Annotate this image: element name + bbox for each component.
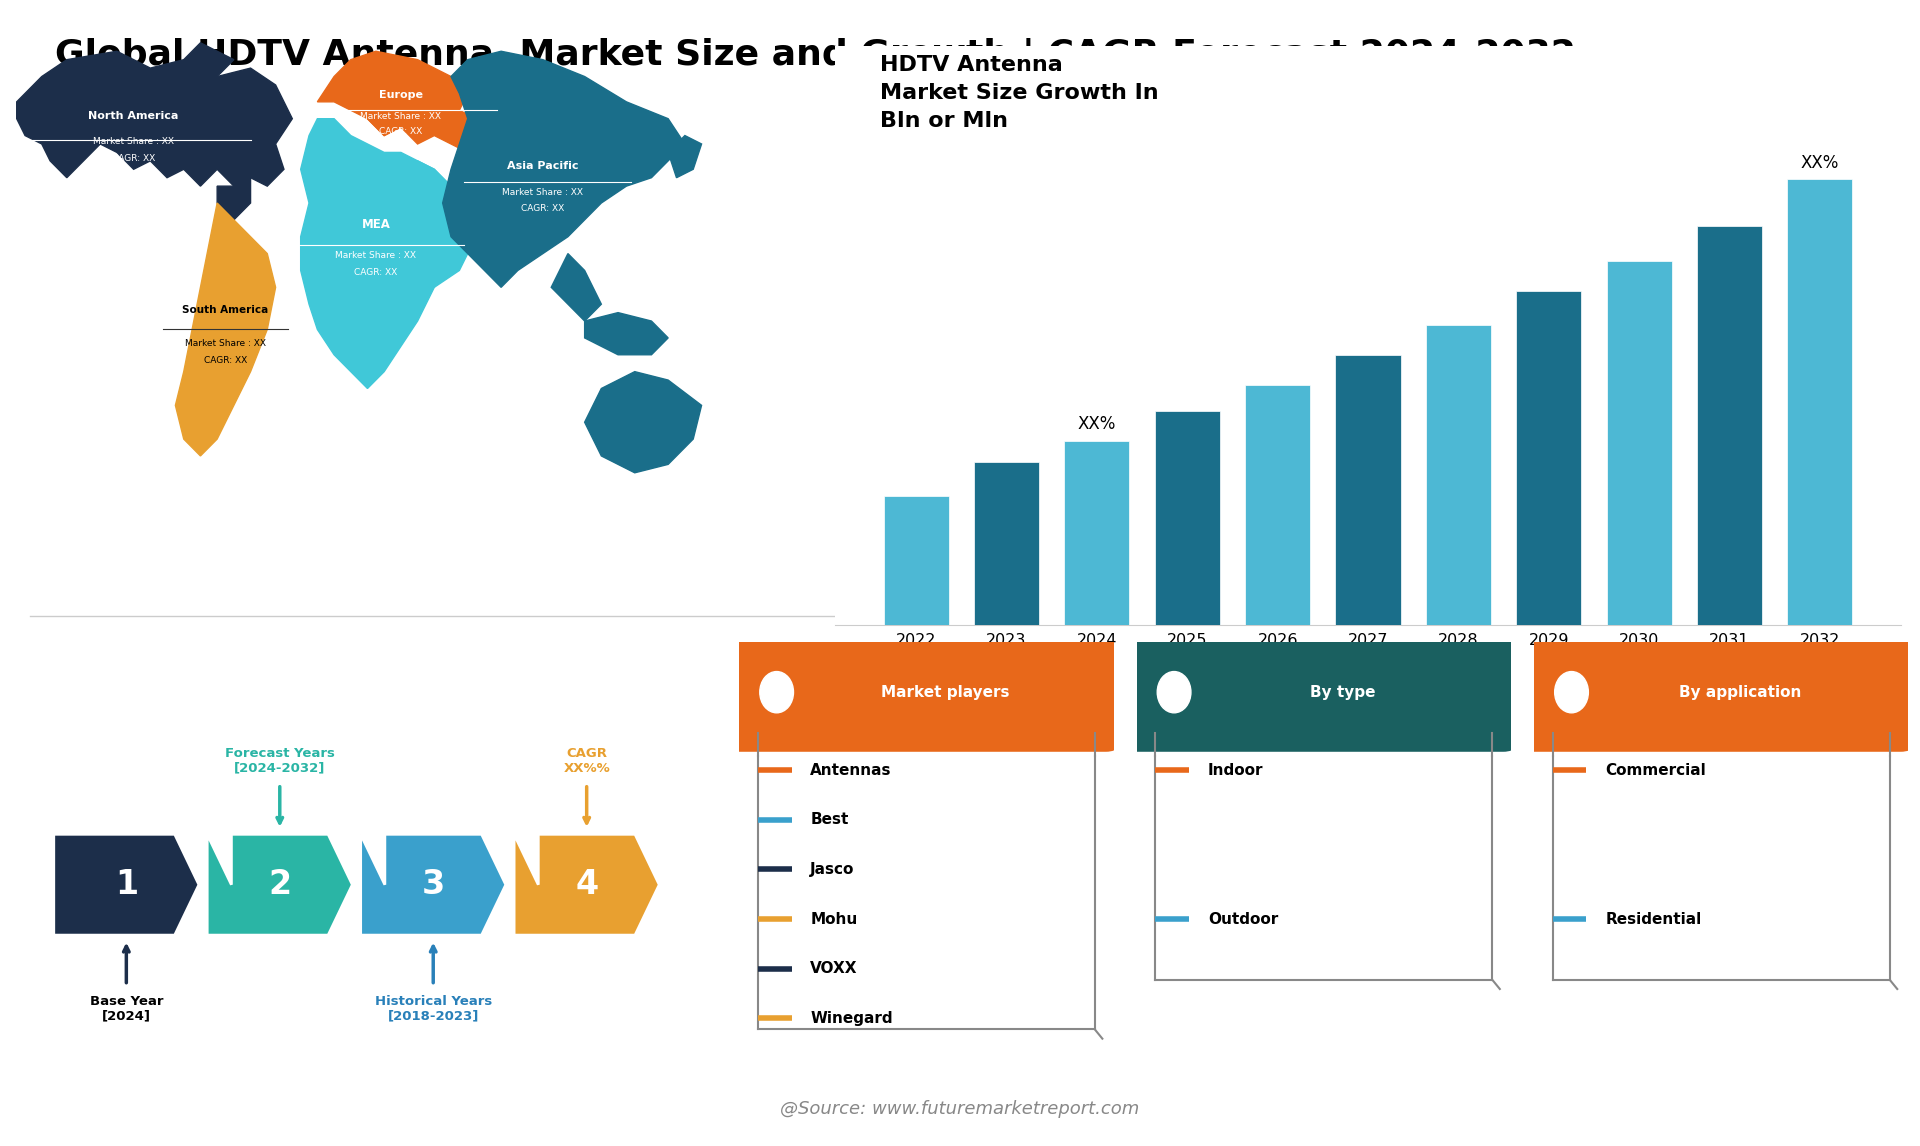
Text: HDTV Antenna
Market Size Growth In
Bln or Mln: HDTV Antenna Market Size Growth In Bln o… xyxy=(879,55,1158,131)
Text: CAGR: XX: CAGR: XX xyxy=(204,356,248,366)
Polygon shape xyxy=(668,135,701,178)
Polygon shape xyxy=(217,178,250,220)
Circle shape xyxy=(1555,672,1588,713)
Text: Mohu: Mohu xyxy=(810,911,858,927)
Bar xyxy=(1336,355,1400,625)
Bar xyxy=(1064,440,1129,625)
Text: MEA: MEA xyxy=(361,218,390,231)
Text: Global HDTV Antenna  Market Size and Growth | CAGR Forecast 2024-2032: Global HDTV Antenna Market Size and Grow… xyxy=(56,38,1576,74)
Text: XX%: XX% xyxy=(1801,154,1839,172)
Text: XX%: XX% xyxy=(1077,415,1116,433)
Text: Forecast Years
[2024-2032]: Forecast Years [2024-2032] xyxy=(225,747,334,775)
Polygon shape xyxy=(17,52,292,186)
Polygon shape xyxy=(515,834,659,935)
Text: South America: South America xyxy=(182,305,269,315)
Text: Market Share : XX: Market Share : XX xyxy=(361,111,442,120)
Text: CAGR: XX: CAGR: XX xyxy=(111,154,156,163)
Text: North America: North America xyxy=(88,111,179,120)
Polygon shape xyxy=(184,42,234,77)
Bar xyxy=(1154,410,1219,625)
Bar xyxy=(1697,227,1763,625)
Circle shape xyxy=(1158,672,1190,713)
Bar xyxy=(883,496,948,625)
Polygon shape xyxy=(54,834,200,935)
Text: Residential: Residential xyxy=(1605,911,1701,927)
Text: Commercial: Commercial xyxy=(1605,762,1707,778)
Polygon shape xyxy=(301,119,459,388)
Text: Market Share : XX: Market Share : XX xyxy=(184,339,267,348)
Text: Market Share : XX: Market Share : XX xyxy=(94,138,175,146)
Text: 3: 3 xyxy=(422,869,445,901)
Bar xyxy=(1607,261,1672,625)
Polygon shape xyxy=(419,160,476,288)
Text: Market Share : XX: Market Share : XX xyxy=(503,188,584,197)
FancyBboxPatch shape xyxy=(1117,633,1523,752)
Text: CAGR: XX: CAGR: XX xyxy=(353,268,397,276)
Bar xyxy=(973,462,1039,625)
Text: Market Share : XX: Market Share : XX xyxy=(336,251,417,260)
Text: 2: 2 xyxy=(269,869,292,901)
Text: Asia Pacific: Asia Pacific xyxy=(507,162,578,171)
Text: By application: By application xyxy=(1678,684,1801,700)
Text: CAGR
XX%%: CAGR XX%% xyxy=(563,747,611,775)
Polygon shape xyxy=(367,77,434,135)
Bar xyxy=(1244,385,1309,625)
Text: Jasco: Jasco xyxy=(810,862,854,877)
Text: Antennas: Antennas xyxy=(810,762,891,778)
Text: 4: 4 xyxy=(576,869,599,901)
Text: CAGR: XX: CAGR: XX xyxy=(380,127,422,136)
Bar xyxy=(1788,180,1853,625)
Text: CAGR: XX: CAGR: XX xyxy=(520,204,564,213)
Polygon shape xyxy=(584,371,701,473)
Text: VOXX: VOXX xyxy=(810,961,858,976)
Text: By type: By type xyxy=(1309,684,1375,700)
Polygon shape xyxy=(317,52,484,152)
Text: Market players: Market players xyxy=(881,684,1010,700)
FancyBboxPatch shape xyxy=(720,633,1125,752)
Polygon shape xyxy=(584,313,668,355)
Text: Winegard: Winegard xyxy=(810,1011,893,1026)
Polygon shape xyxy=(551,253,601,321)
Text: Europe: Europe xyxy=(378,89,422,100)
Polygon shape xyxy=(444,52,685,288)
Text: 1: 1 xyxy=(115,869,138,901)
Text: Outdoor: Outdoor xyxy=(1208,911,1279,927)
Bar xyxy=(1517,291,1582,625)
FancyBboxPatch shape xyxy=(1515,633,1920,752)
Text: Indoor: Indoor xyxy=(1208,762,1263,778)
Text: Base Year
[2024]: Base Year [2024] xyxy=(90,995,163,1022)
Polygon shape xyxy=(175,203,276,456)
Text: @Source: www.futuremarketreport.com: @Source: www.futuremarketreport.com xyxy=(780,1100,1140,1118)
Polygon shape xyxy=(207,834,353,935)
Text: Historical Years
[2018-2023]: Historical Years [2018-2023] xyxy=(374,995,492,1022)
Polygon shape xyxy=(361,834,505,935)
Circle shape xyxy=(760,672,793,713)
Bar xyxy=(1427,325,1492,625)
Text: Best: Best xyxy=(810,813,849,827)
